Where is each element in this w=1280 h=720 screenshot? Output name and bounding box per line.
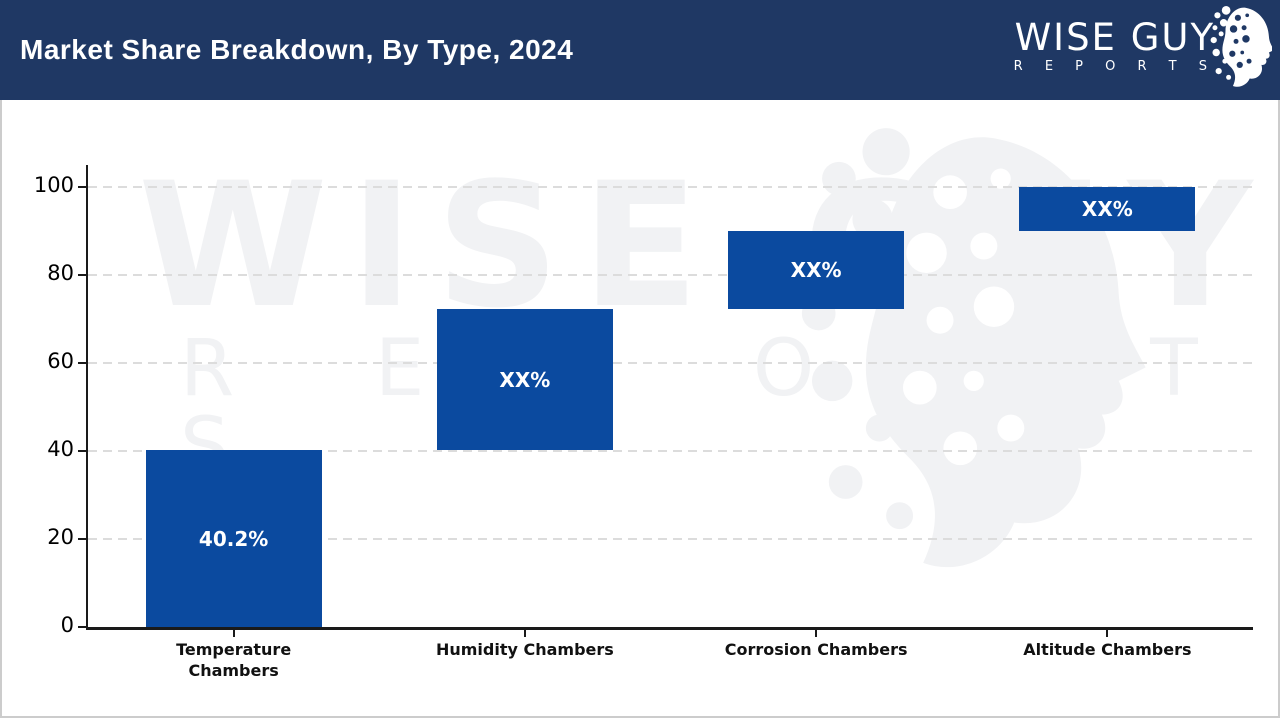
y-tick [78,362,86,364]
y-tick [78,274,86,276]
bar-value-label: XX% [1081,197,1133,221]
y-tick-label: 80 [47,261,74,285]
bar-value-label: 40.2% [198,526,269,551]
brand-logo-text: WISE GUY R E P O R T S [1014,19,1216,73]
x-category-label: Temperature Chambers [176,640,292,680]
brand-head-icon [1210,6,1272,87]
y-tick [78,538,86,540]
bar-segment: XX% [436,309,613,451]
x-tick [523,630,526,637]
x-axis [86,627,1253,630]
y-tick-label: 60 [47,349,74,373]
y-tick-label: 20 [47,525,74,549]
header-bar: Market Share Breakdown, By Type, 2024 WI… [0,0,1280,100]
bar-segment: XX% [1019,187,1196,231]
gridline [88,186,1253,188]
bar-value-label: XX% [499,367,551,392]
brand-name: WISE GUY [1014,16,1216,59]
chart-title: Market Share Breakdown, By Type, 2024 [20,34,574,65]
brand-subname: R E P O R T S [1013,59,1216,74]
bar-segment: 40.2% [145,450,322,627]
y-tick-label: 0 [60,613,74,637]
y-axis [86,165,88,630]
y-tick [78,626,86,628]
x-category-label: Humidity Chambers [435,640,614,659]
x-tick [1106,630,1109,637]
gridline [88,362,1253,364]
y-tick-label: 40 [47,437,74,461]
gridline [88,538,1253,540]
x-tick [815,630,818,637]
x-category-label: Altitude Chambers [1023,640,1192,659]
bar-segment: XX% [728,231,905,310]
x-tick [232,630,235,637]
y-tick [78,186,86,188]
gridline [88,450,1253,452]
gridline [88,274,1253,276]
brand-logo: WISE GUY R E P O R T S [1014,4,1272,88]
y-tick [78,450,86,452]
x-category-label: Corrosion Chambers [724,640,908,659]
bar-value-label: XX% [790,258,842,283]
y-tick-label: 100 [33,173,74,197]
